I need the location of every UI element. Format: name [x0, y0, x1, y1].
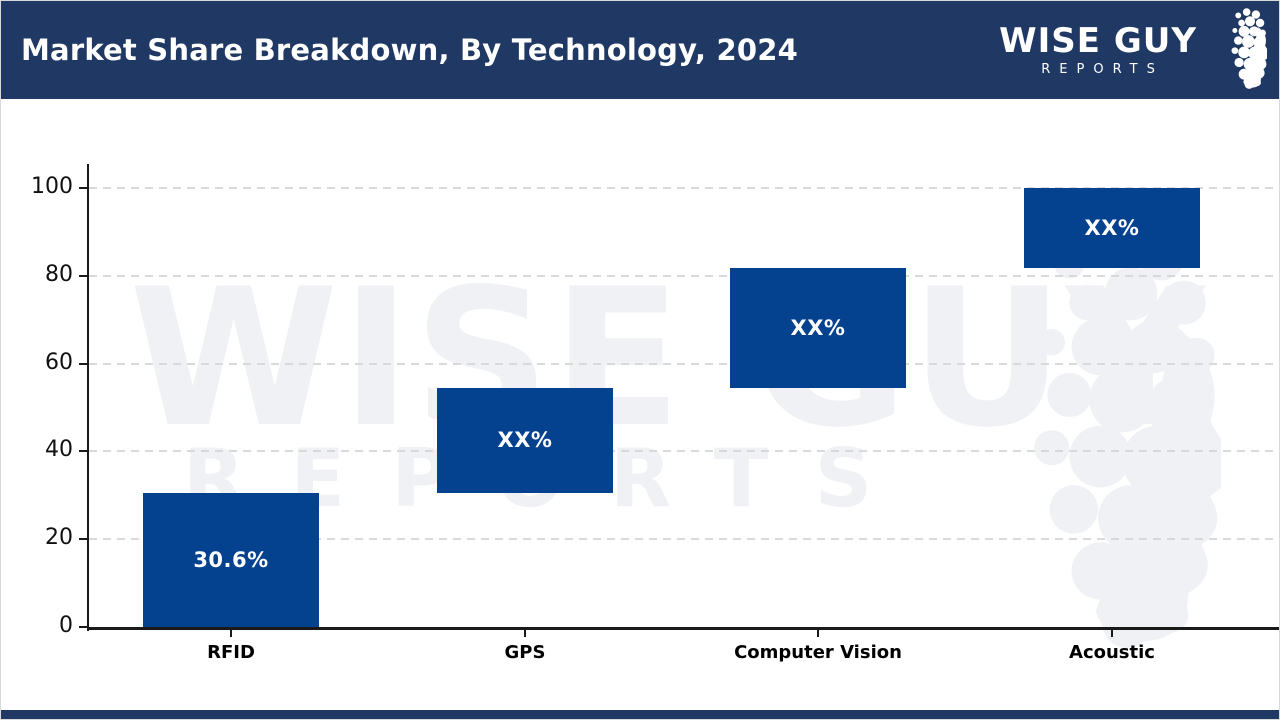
header-bar: Market Share Breakdown, By Technology, 2…: [1, 1, 1279, 99]
y-axis-tick-20: [79, 538, 88, 541]
bar-value-label-computer-vision: XX%: [790, 315, 846, 340]
chart-area: WISE GUY REPORTS 02040608010030.6%RFIDXX…: [1, 99, 1279, 712]
watermark-head-icon: [1034, 225, 1221, 648]
bar-rfid: 30.6%: [143, 492, 319, 627]
y-axis-tick-label-0: 0: [59, 613, 73, 638]
brand-logo: WISE GUY REPORTS: [999, 7, 1267, 91]
x-axis-label-acoustic: Acoustic: [1069, 642, 1155, 663]
gridline-80: [89, 274, 1279, 277]
bar-value-label-rfid: 30.6%: [193, 547, 269, 572]
brand-name: WISE GUY: [999, 21, 1197, 61]
x-axis-tick-rfid: [230, 630, 232, 637]
y-axis-tick-0: [79, 626, 88, 628]
x-axis-label-computer-vision: Computer Vision: [734, 642, 902, 663]
bar-value-label-gps: XX%: [497, 428, 553, 453]
y-axis: [87, 164, 89, 631]
y-axis-tick-label-80: 80: [45, 261, 73, 287]
y-axis-tick-80: [79, 274, 88, 277]
y-axis-tick-label-60: 60: [45, 349, 73, 375]
x-axis-label-rfid: RFID: [207, 642, 255, 663]
x-axis-tick-acoustic: [1111, 630, 1113, 637]
x-axis-label-gps: GPS: [504, 642, 546, 663]
bar-gps: XX%: [437, 387, 613, 493]
y-axis-tick-label-100: 100: [31, 174, 73, 199]
brand-logo-text: WISE GUY REPORTS: [999, 21, 1197, 77]
x-axis-tick-computer-vision: [817, 630, 819, 637]
gridline-60: [89, 362, 1279, 365]
y-axis-tick-100: [79, 187, 88, 189]
footer-bar: [1, 710, 1279, 719]
x-axis: [87, 627, 1279, 630]
chart-title: Market Share Breakdown, By Technology, 2…: [21, 33, 799, 67]
x-axis-tick-gps: [524, 630, 526, 637]
y-axis-tick-60: [79, 362, 88, 365]
gridline-100: [89, 187, 1279, 189]
watermark-text: WISE GUY: [129, 248, 1206, 469]
gridline-20: [89, 538, 1279, 541]
bar-acoustic: XX%: [1024, 188, 1200, 268]
y-axis-tick-40: [79, 450, 88, 453]
bar-computer-vision: XX%: [730, 267, 906, 388]
y-axis-tick-label-20: 20: [45, 525, 73, 551]
y-axis-tick-label-40: 40: [45, 437, 73, 463]
brand-head-icon: [1231, 8, 1267, 89]
gridline-40: [89, 450, 1279, 453]
bar-value-label-acoustic: XX%: [1084, 215, 1140, 240]
brand-subtitle: REPORTS: [1041, 62, 1164, 77]
